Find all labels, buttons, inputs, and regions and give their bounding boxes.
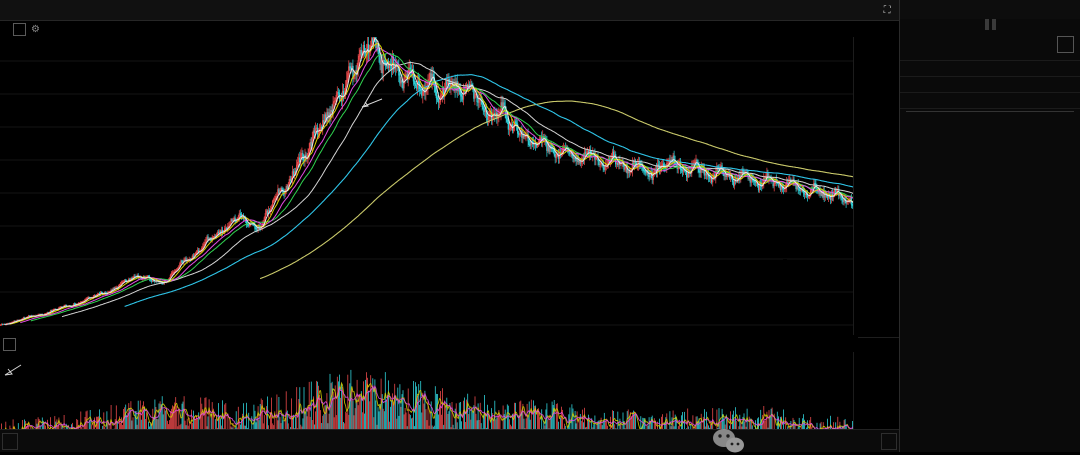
latest-range-label: [783, 259, 787, 261]
trade-status-row: [900, 60, 1080, 76]
symbol-tags: [900, 19, 1080, 30]
date-axis: [0, 429, 899, 452]
gear-icon[interactable]: ⚙: [31, 24, 40, 35]
toolbar-spacer: [0, 0, 875, 20]
price-block: [900, 30, 1080, 60]
price-plot[interactable]: [0, 37, 854, 335]
add-to-watchlist-button[interactable]: [1057, 36, 1074, 53]
high-annotation-arrow: [358, 95, 384, 109]
chart-canvas-area[interactable]: [0, 37, 899, 429]
ma-info-bar: ⚙: [0, 21, 899, 37]
tag-hk: [992, 19, 996, 30]
chart-column: ⛶ ⚙: [0, 0, 899, 452]
volume-indicator-bar: [0, 337, 858, 352]
price-axis: [853, 37, 899, 335]
scroll-left-button[interactable]: [2, 433, 18, 450]
period-toolbar: ⛶: [0, 0, 899, 21]
order-book-divider: [906, 111, 1074, 112]
tag-margin: [985, 19, 989, 30]
price-pane: [0, 37, 899, 335]
expand-icon[interactable]: ⛶: [875, 0, 899, 20]
scroll-right-button[interactable]: [881, 433, 897, 450]
help-icon[interactable]: [13, 23, 26, 36]
symbol-header: [900, 0, 1080, 19]
dk-signal-banner[interactable]: [900, 92, 1080, 109]
price-chart-svg: [0, 37, 854, 335]
order-book: [900, 109, 1080, 114]
quote-panel: [899, 0, 1080, 452]
order-ratio-row: [900, 76, 1080, 92]
vol-help-icon[interactable]: [3, 338, 16, 351]
